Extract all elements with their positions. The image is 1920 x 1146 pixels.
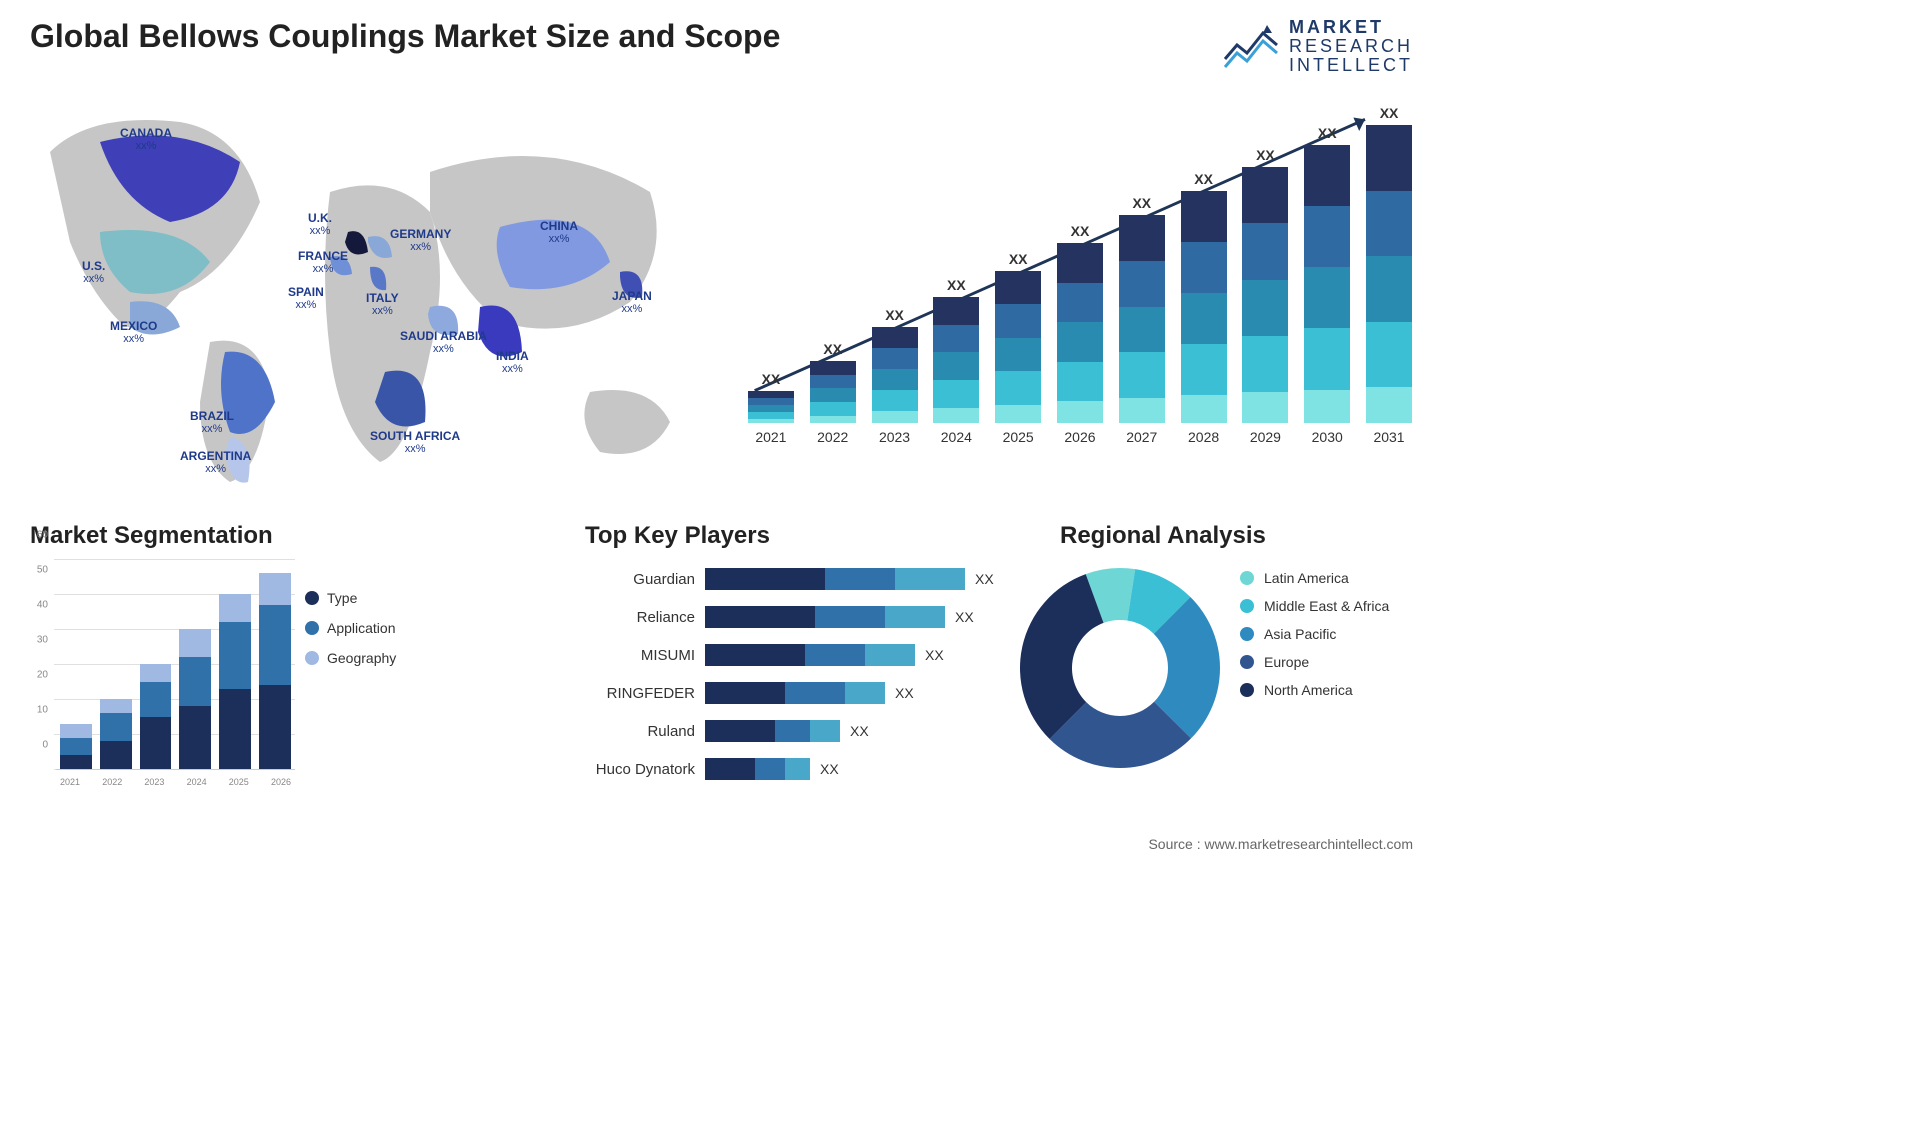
key-players-title: Top Key Players (585, 522, 770, 550)
seg-ytick: 20 (37, 670, 48, 681)
main-bar-2025: XX2025 (992, 251, 1044, 445)
seg-ytick: 10 (37, 705, 48, 716)
key-player-row: Huco DynatorkXX (585, 755, 995, 783)
regional-legend-item: Asia Pacific (1240, 626, 1430, 642)
world-map: CANADAxx% U.S.xx% MEXICOxx% BRAZILxx% ARGENT… (30, 92, 710, 492)
regional-title: Regional Analysis (1060, 522, 1266, 550)
seg-bar-2024 (179, 629, 211, 769)
logo-line1: MARKET (1289, 18, 1413, 37)
key-player-row: RulandXX (585, 717, 995, 745)
regional-legend-item: Europe (1240, 654, 1430, 670)
map-label-france: FRANCExx% (298, 250, 348, 275)
segmentation-legend: Type Application Geography (305, 590, 450, 680)
map-label-mexico: MEXICOxx% (110, 320, 157, 345)
map-label-u-k-: U.K.xx% (308, 212, 332, 237)
map-label-italy: ITALYxx% (366, 292, 399, 317)
map-label-germany: GERMANYxx% (390, 228, 451, 253)
logo-icon (1223, 23, 1279, 69)
regional-legend: Latin America Middle East & Africa Asia Pa… (1240, 570, 1430, 710)
map-label-china: CHINAxx% (540, 220, 578, 245)
map-label-canada: CANADAxx% (120, 127, 172, 152)
main-bar-2030: XX2030 (1301, 125, 1353, 445)
seg-ytick: 60 (37, 530, 48, 541)
logo-line2: RESEARCH (1289, 37, 1413, 56)
map-label-india: INDIAxx% (496, 350, 529, 375)
regional-legend-item: North America (1240, 682, 1430, 698)
source-note: Source : www.marketresearchintellect.com (1148, 836, 1413, 852)
map-label-spain: SPAINxx% (288, 286, 324, 311)
map-label-saudi-arabia: SAUDI ARABIAxx% (400, 330, 487, 355)
seg-bar-2022 (100, 699, 132, 769)
seg-ytick: 50 (37, 565, 48, 576)
main-bar-2028: XX2028 (1178, 171, 1230, 445)
seg-bar-2023 (140, 664, 172, 769)
segmentation-title: Market Segmentation (30, 522, 273, 550)
seg-bar-2025 (219, 594, 251, 769)
map-label-u-s-: U.S.xx% (82, 260, 105, 285)
brand-logo: MARKET RESEARCH INTELLECT (1223, 18, 1413, 75)
map-label-argentina: ARGENTINAxx% (180, 450, 251, 475)
regional-legend-item: Latin America (1240, 570, 1430, 586)
regional-donut (1010, 558, 1230, 778)
seg-xlabel: 2022 (102, 777, 122, 787)
logo-line3: INTELLECT (1289, 56, 1413, 75)
main-bar-2027: XX2027 (1116, 195, 1168, 445)
seg-legend-item: Geography (305, 650, 450, 666)
page-title: Global Bellows Couplings Market Size and… (30, 18, 780, 55)
seg-xlabel: 2024 (187, 777, 207, 787)
main-growth-chart: XX2021XX2022XX2023XX2024XX2025XX2026XX20… (745, 100, 1415, 470)
main-bar-2022: XX2022 (807, 341, 859, 445)
seg-ytick: 30 (37, 635, 48, 646)
seg-ytick: 40 (37, 600, 48, 611)
map-label-south-africa: SOUTH AFRICAxx% (370, 430, 460, 455)
key-player-row: GuardianXX (585, 565, 995, 593)
seg-xlabel: 2026 (271, 777, 291, 787)
seg-xlabel: 2021 (60, 777, 80, 787)
map-label-japan: JAPANxx% (612, 290, 652, 315)
seg-bar-2021 (60, 724, 92, 770)
key-player-row: RelianceXX (585, 603, 995, 631)
key-player-row: RINGFEDERXX (585, 679, 995, 707)
regional-legend-item: Middle East & Africa (1240, 598, 1430, 614)
main-bar-2021: XX2021 (745, 371, 797, 445)
seg-legend-item: Application (305, 620, 450, 636)
main-bar-2029: XX2029 (1240, 147, 1292, 445)
seg-xlabel: 2023 (144, 777, 164, 787)
seg-legend-item: Type (305, 590, 450, 606)
main-bar-2023: XX2023 (869, 307, 921, 445)
seg-xlabel: 2025 (229, 777, 249, 787)
seg-bar-2026 (259, 573, 291, 769)
main-bar-2024: XX2024 (930, 277, 982, 445)
key-player-row: MISUMIXX (585, 641, 995, 669)
map-label-brazil: BRAZILxx% (190, 410, 234, 435)
main-bar-2031: XX2031 (1363, 105, 1415, 445)
segmentation-chart: 0102030405060 202120222023202420252026 T… (30, 560, 450, 795)
main-bar-2026: XX2026 (1054, 223, 1106, 445)
key-players-chart: GuardianXX RelianceXX MISUMIXX RINGFEDERXX R… (585, 565, 995, 793)
seg-ytick: 0 (42, 740, 48, 751)
